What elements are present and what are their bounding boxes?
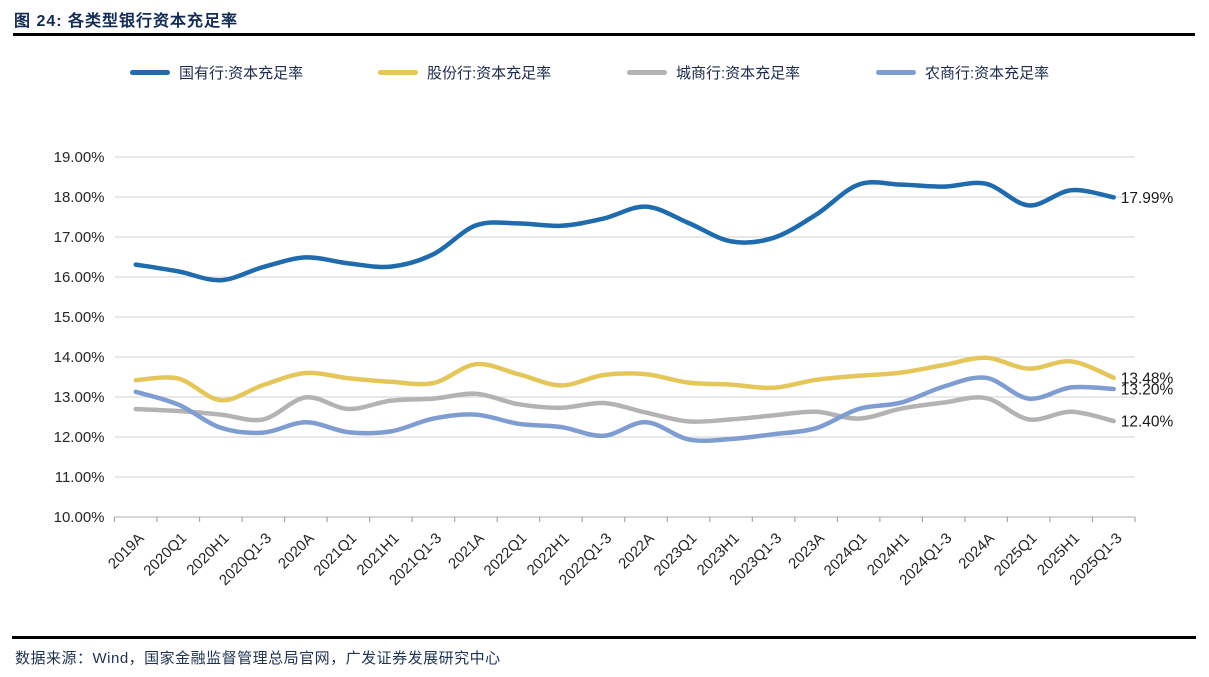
y-tick-label: 18.00% (54, 189, 105, 206)
legend-item: 农商行:资本充足率 (876, 60, 1049, 84)
legend-item: 城商行:资本充足率 (627, 60, 800, 84)
legend-label: 城商行:资本充足率 (676, 64, 801, 82)
series-line-农商行:资本充足率 (133, 375, 1116, 443)
chart-legend: 国有行:资本充足率 股份行:资本充足率 城商行:资本充足率 农商行:资本充足率 (0, 60, 1209, 84)
x-tick-label: 2022Q1 (481, 530, 531, 580)
legend-label: 农商行:资本充足率 (925, 64, 1050, 82)
y-tick-label: 14.00% (54, 349, 105, 366)
legend-line-swatch (378, 69, 418, 75)
y-tick-label: 16.00% (54, 269, 105, 286)
data-source: 数据来源：Wind，国家金融监督管理总局官网，广发证券发展研究中心 (15, 650, 501, 667)
y-tick-label: 17.00% (54, 229, 105, 246)
x-tick-label: 2023Q1 (651, 530, 701, 580)
y-tick-label: 19.00% (54, 149, 105, 166)
series-line-城商行:资本充足率 (133, 391, 1116, 424)
series-line-国有行:资本充足率 (133, 180, 1116, 283)
footer-divider (12, 636, 1196, 639)
series-end-label: 13.48% (1121, 370, 1174, 387)
figure-title: 图 24: 各类型银行资本充足率 (14, 13, 239, 30)
series-end-label: 13.20% (1121, 382, 1174, 399)
x-tick-label: 2025Q1 (991, 530, 1041, 580)
y-tick-label: 12.00% (54, 429, 105, 446)
legend-label: 国有行:资本充足率 (179, 64, 304, 82)
legend-item: 股份行:资本充足率 (378, 60, 551, 84)
title-divider (13, 33, 1195, 36)
y-tick-label: 15.00% (54, 309, 105, 326)
series-end-label: 17.99% (1121, 190, 1174, 207)
legend-label: 股份行:资本充足率 (427, 64, 552, 82)
series-end-label: 12.40% (1121, 414, 1174, 431)
y-tick-label: 13.00% (54, 389, 105, 406)
x-tick-label: 2020Q1 (140, 530, 190, 580)
legend-line-swatch (130, 69, 170, 75)
legend-line-swatch (876, 69, 916, 75)
y-tick-label: 10.00% (54, 509, 105, 526)
legend-line-swatch (627, 69, 667, 75)
series-line-股份行:资本充足率 (133, 355, 1116, 403)
y-tick-label: 11.00% (55, 469, 105, 486)
legend-item: 国有行:资本充足率 (130, 60, 303, 84)
x-tick-label: 2024Q1 (821, 530, 871, 580)
x-tick-label: 2021Q1 (310, 530, 360, 580)
